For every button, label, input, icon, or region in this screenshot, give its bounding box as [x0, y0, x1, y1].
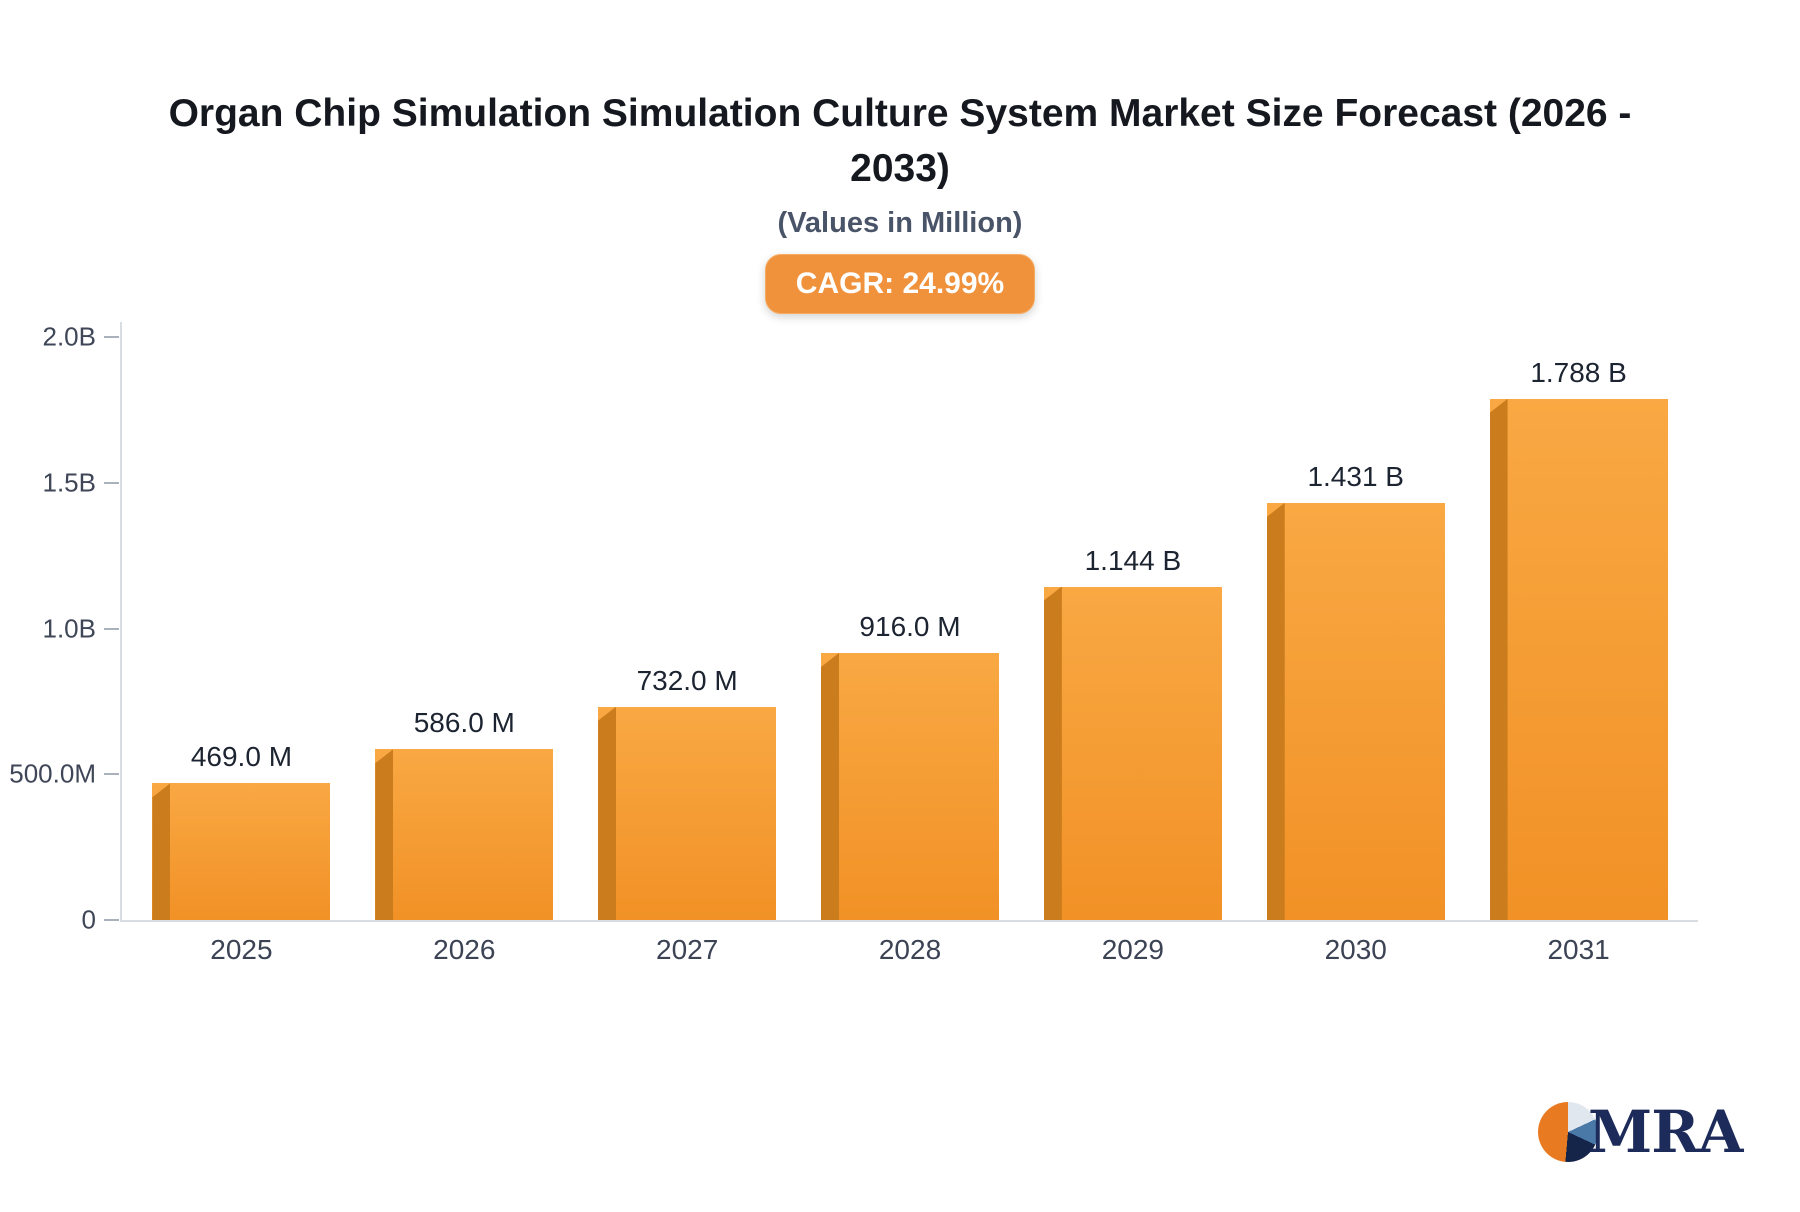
bar-value-label: 916.0 M: [859, 611, 961, 642]
bar-column-2029: 1.144 B: [1021, 337, 1244, 920]
x-axis-labels: 2025 2026 2027 2028 2029 2030 2031: [130, 934, 1690, 966]
cagr-badge: CAGR: 24.99%: [764, 253, 1036, 314]
y-tick-mark: [104, 627, 119, 630]
bar-column-2031: 1.788 B: [1467, 337, 1690, 920]
bar-value-label: 1.431 B: [1307, 460, 1404, 492]
bar-column-2027: 732.0 M: [576, 337, 799, 920]
bar-value-label: 586.0 M: [413, 707, 515, 739]
chart-title-line1: Organ Chip Simulation Simulation Culture…: [168, 92, 1632, 135]
bar-value-label: 732.0 M: [636, 664, 738, 696]
bar-column-2026: 586.0 M: [353, 337, 576, 920]
x-axis-line: [120, 920, 1698, 922]
x-axis-label-2028: 2028: [878, 934, 942, 965]
y-tick-mark: [104, 336, 119, 338]
x-axis-label-2029: 2029: [1101, 934, 1165, 965]
bar-2031: [1489, 398, 1668, 920]
bar-value-label: 469.0 M: [190, 741, 293, 773]
y-tick-label: 2.0B: [42, 321, 97, 352]
bar-2030: [1266, 502, 1445, 920]
chart-title: Organ Chip Simulation Simulation Culture…: [90, 86, 1710, 197]
x-axis-label-2026: 2026: [433, 934, 496, 965]
y-axis-line: [120, 322, 122, 922]
y-tick-label: 0: [81, 904, 96, 935]
y-tick-mark: [104, 481, 119, 484]
bar-value-label: 1.144 B: [1084, 544, 1182, 576]
x-axis-label-2027: 2027: [656, 934, 719, 965]
y-tick-label: 1.5B: [42, 467, 97, 498]
bar-2029: [1043, 586, 1222, 920]
mra-logo-text: MRA: [1588, 1098, 1743, 1166]
bar-2025: [152, 783, 331, 920]
bar-2028: [821, 653, 999, 920]
bar-2027: [598, 706, 777, 920]
bar-column-2025: 469.0 M: [130, 337, 353, 920]
bar-value-label: 1.788 B: [1530, 356, 1627, 388]
bar-column-2030: 1.431 B: [1244, 337, 1467, 920]
bar-column-2028: 916.0 M: [799, 337, 1022, 920]
y-tick-label: 1.0B: [42, 613, 97, 643]
y-tick-label: 500.0M: [9, 758, 96, 789]
bar-2026: [375, 749, 554, 920]
chart-title-line2: 2033): [850, 147, 950, 191]
x-axis-label-2030: 2030: [1324, 934, 1387, 965]
bars-area: 469.0 M 586.0 M 732.0 M 916.0 M 1.144 B 1.431…: [130, 337, 1690, 920]
chart-subtitle: (Values in Million): [777, 206, 1023, 239]
mra-logo: MRA: [1538, 1090, 1743, 1174]
y-tick-mark: [104, 773, 119, 776]
cagr-badge-row: CAGR: 24.99%: [0, 253, 1800, 314]
y-tick-mark: [104, 919, 119, 921]
x-axis-label-2031: 2031: [1547, 934, 1610, 965]
mra-logo-pie-icon: [1538, 1102, 1598, 1162]
x-axis-label-2025: 2025: [210, 934, 273, 965]
